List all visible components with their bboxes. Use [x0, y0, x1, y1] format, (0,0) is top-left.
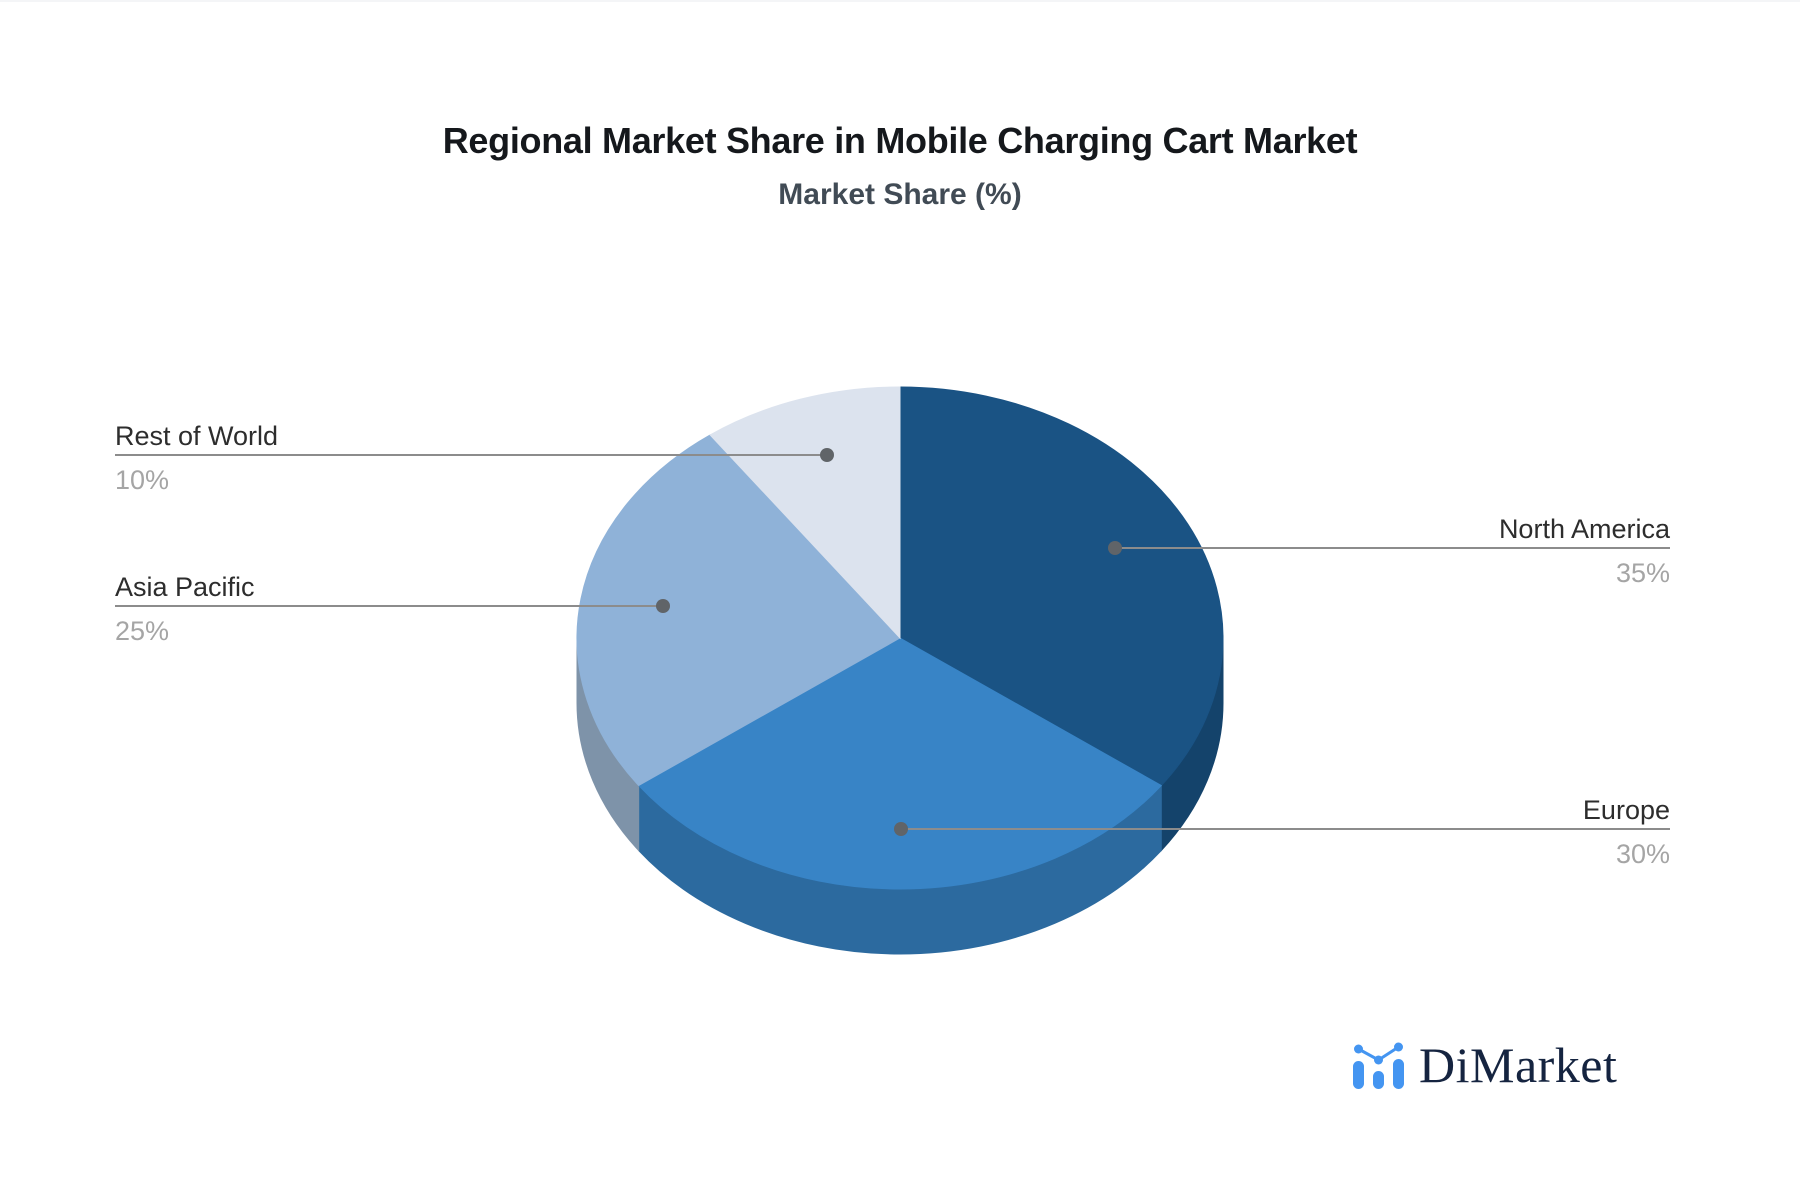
slice-value-europe: 30% [1615, 839, 1670, 869]
bar-chart-logo-icon [1353, 1042, 1404, 1089]
slice-label-asia-pacific: Asia Pacific [115, 572, 255, 602]
slice-label-north-america: North America [1498, 514, 1670, 544]
pie-slice-asia-pacific [576, 434, 901, 787]
slice-value-north-america: 35% [1615, 558, 1670, 588]
leader-dot-north-america [1108, 541, 1122, 555]
logo-text: DiMarket [1419, 1037, 1618, 1093]
slice-label-rest-of-world: Rest of World [115, 421, 279, 451]
pie-slice-north-america [899, 386, 1224, 787]
chart-subtitle: Market Share (%) [778, 178, 1022, 211]
slice-label-europe: Europe [1582, 795, 1670, 825]
page-title: Regional Market Share in Mobile Charging… [442, 120, 1358, 161]
leader-dot-asia-pacific [656, 599, 670, 613]
leader-dot-rest-of-world [820, 448, 834, 462]
pie-slice-europe [637, 637, 1163, 890]
leader-dot-europe [894, 822, 908, 836]
pie-slice-rest-of-world [709, 386, 901, 640]
leader-line-north-america [1115, 547, 1670, 549]
leader-line-asia-pacific [115, 605, 663, 607]
logo: DiMarket [1352, 1040, 1617, 1090]
leader-line-rest-of-world [115, 454, 827, 456]
slice-value-rest-of-world: 10% [115, 465, 170, 495]
leader-line-europe [901, 828, 1670, 830]
slice-value-asia-pacific: 25% [115, 616, 170, 646]
